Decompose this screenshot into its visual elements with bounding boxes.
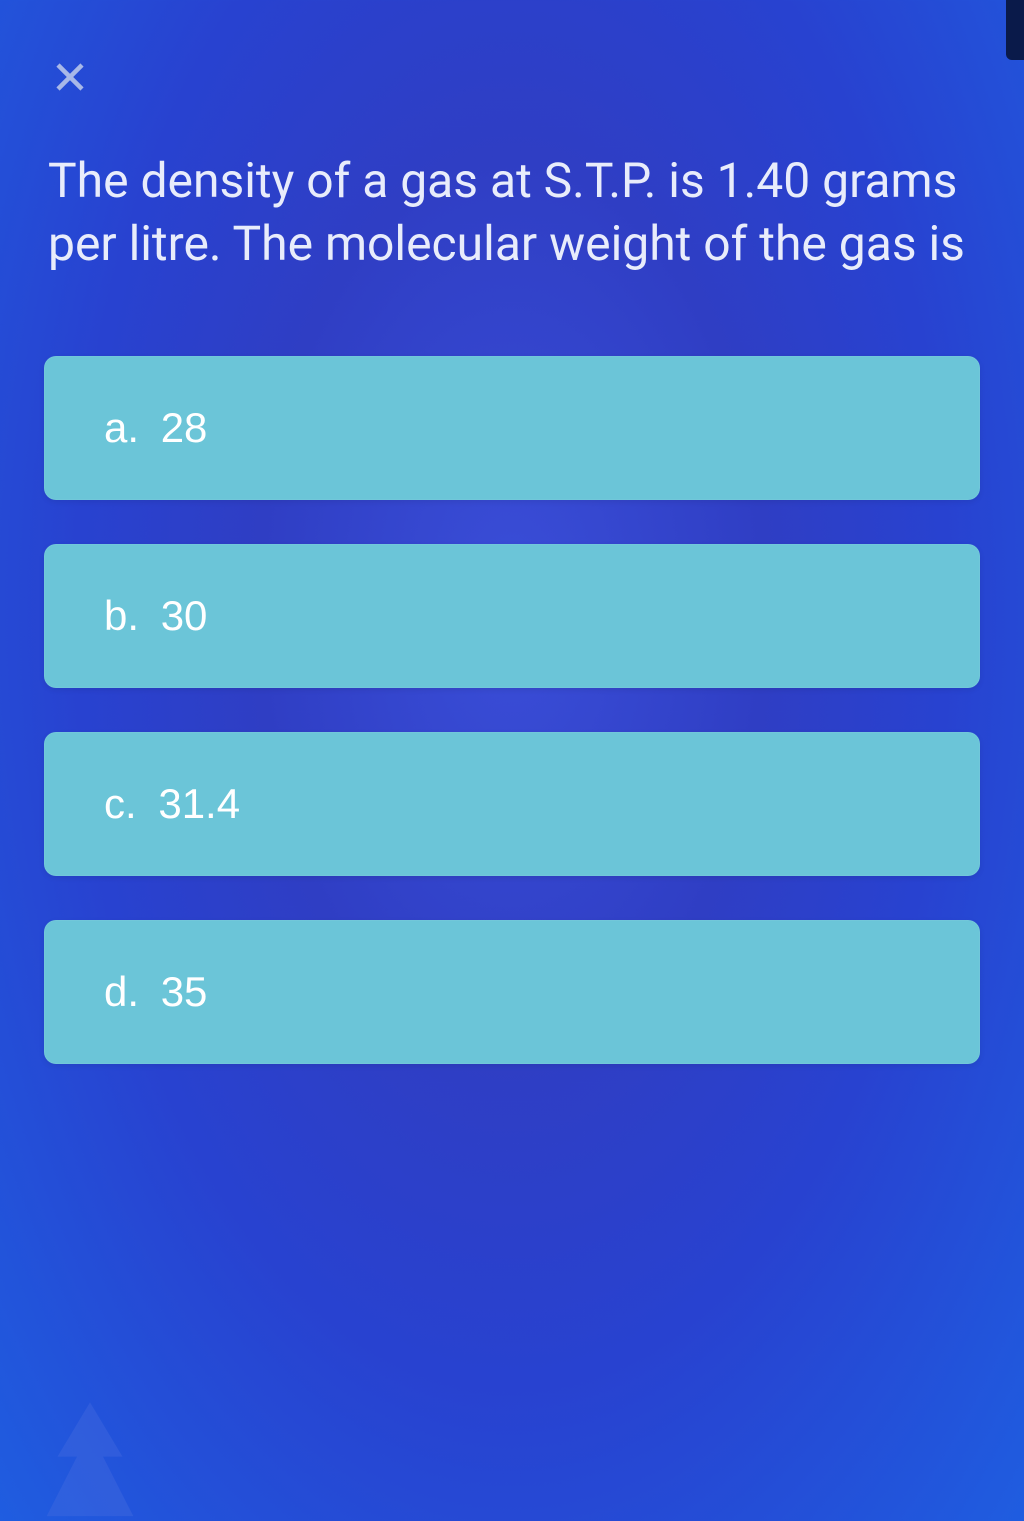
option-letter: d. [104,968,139,1015]
question-value: 1.40 [717,152,811,209]
option-letter: c. [104,780,137,827]
option-text: 28 [161,404,208,451]
screen-edge-shadow [1006,0,1024,60]
option-a[interactable]: a. 28 [44,356,980,500]
option-text: 30 [161,592,208,639]
options-list: a. 28 b. 30 c. 31.4 d. 35 [40,356,984,1064]
option-letter: b. [104,592,139,639]
option-c[interactable]: c. 31.4 [44,732,980,876]
question-part1: The density of a gas at S.T.P. is [48,152,717,209]
option-text: 31.4 [158,780,240,827]
option-b[interactable]: b. 30 [44,544,980,688]
question-text: The density of a gas at S.T.P. is 1.40 g… [40,149,984,276]
quiz-screen: The density of a gas at S.T.P. is 1.40 g… [0,0,1024,1521]
option-text: 35 [161,968,208,1015]
tree-decoration [35,1397,145,1521]
option-d[interactable]: d. 35 [44,920,980,1064]
tree-icon [35,1397,145,1521]
close-icon [52,59,88,95]
option-letter: a. [104,404,139,451]
close-button[interactable] [48,55,92,99]
